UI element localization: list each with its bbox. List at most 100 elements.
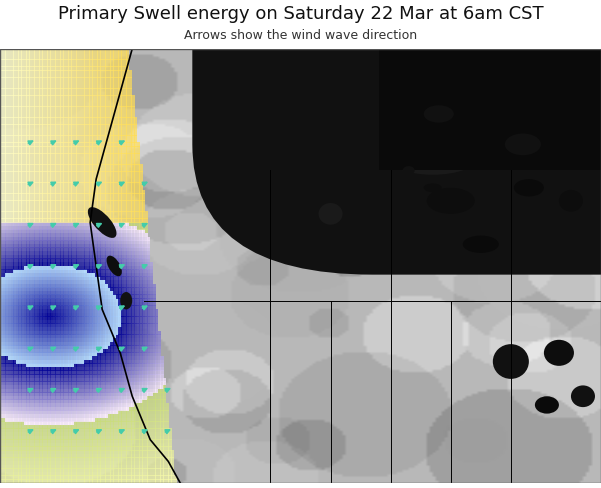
Bar: [160, 428, 163, 432]
Bar: [29, 153, 32, 157]
Bar: [16, 468, 19, 472]
Bar: [100, 110, 103, 114]
Bar: [40, 66, 43, 70]
Bar: [44, 146, 48, 150]
Bar: [23, 450, 27, 454]
Bar: [92, 124, 95, 128]
Bar: [37, 258, 40, 263]
Bar: [76, 324, 79, 327]
Bar: [73, 447, 77, 450]
Bar: [10, 276, 14, 281]
Bar: [79, 400, 82, 404]
Bar: [29, 265, 32, 269]
Bar: [118, 255, 121, 259]
Bar: [126, 403, 129, 407]
Bar: [92, 425, 95, 429]
Bar: [42, 287, 45, 291]
Bar: [92, 237, 95, 241]
Bar: [84, 247, 87, 251]
Bar: [63, 63, 66, 67]
Bar: [139, 345, 142, 349]
Bar: [73, 400, 77, 404]
Bar: [73, 349, 77, 353]
Bar: [31, 436, 35, 440]
Bar: [10, 70, 14, 74]
Bar: [58, 457, 61, 462]
Bar: [19, 345, 22, 349]
Bar: [34, 92, 37, 96]
Bar: [13, 74, 16, 78]
Bar: [16, 298, 19, 302]
Bar: [95, 70, 98, 74]
Bar: [139, 334, 142, 338]
Bar: [124, 146, 127, 150]
Bar: [16, 150, 19, 154]
Bar: [79, 117, 82, 121]
Bar: [8, 179, 11, 183]
Bar: [124, 215, 127, 219]
Bar: [124, 465, 127, 468]
Bar: [40, 146, 43, 150]
Bar: [5, 96, 8, 100]
Bar: [100, 461, 103, 465]
Bar: [50, 186, 53, 190]
Bar: [121, 294, 124, 299]
Bar: [118, 219, 121, 223]
Bar: [139, 396, 142, 400]
Bar: [134, 374, 137, 378]
Bar: [53, 479, 56, 483]
Bar: [71, 457, 75, 462]
Bar: [69, 418, 72, 422]
Bar: [92, 244, 95, 248]
Bar: [2, 247, 6, 251]
Bar: [118, 186, 121, 190]
Bar: [126, 229, 129, 233]
Bar: [90, 360, 93, 364]
Bar: [47, 447, 50, 450]
Bar: [0, 258, 3, 263]
Bar: [21, 331, 24, 335]
Bar: [87, 298, 90, 302]
Bar: [95, 309, 98, 313]
Bar: [76, 360, 79, 364]
Bar: [108, 222, 111, 226]
Bar: [61, 374, 64, 378]
Bar: [23, 128, 27, 132]
Bar: [42, 396, 45, 400]
Bar: [76, 88, 79, 92]
Bar: [40, 77, 43, 81]
Bar: [26, 370, 29, 375]
Bar: [10, 414, 14, 418]
Bar: [84, 392, 87, 396]
Bar: [157, 338, 161, 342]
Bar: [37, 287, 40, 291]
Bar: [2, 124, 6, 128]
Bar: [66, 403, 69, 407]
Bar: [47, 363, 50, 367]
Bar: [21, 226, 24, 230]
Bar: [108, 287, 111, 291]
Bar: [90, 229, 93, 233]
Bar: [145, 367, 148, 371]
Bar: [73, 204, 77, 208]
Bar: [21, 258, 24, 263]
Bar: [53, 139, 56, 143]
Bar: [63, 294, 66, 299]
Bar: [145, 443, 148, 447]
Bar: [40, 320, 43, 324]
Bar: [42, 472, 45, 476]
Bar: [100, 179, 103, 183]
Bar: [55, 338, 58, 342]
Bar: [108, 247, 111, 251]
Bar: [124, 237, 127, 241]
Bar: [113, 400, 116, 404]
Bar: [145, 396, 148, 400]
Bar: [92, 370, 95, 375]
Bar: [2, 414, 6, 418]
Bar: [63, 407, 66, 411]
Bar: [47, 284, 50, 288]
Bar: [160, 457, 163, 462]
Bar: [111, 475, 114, 480]
Bar: [29, 201, 32, 204]
Bar: [13, 320, 16, 324]
